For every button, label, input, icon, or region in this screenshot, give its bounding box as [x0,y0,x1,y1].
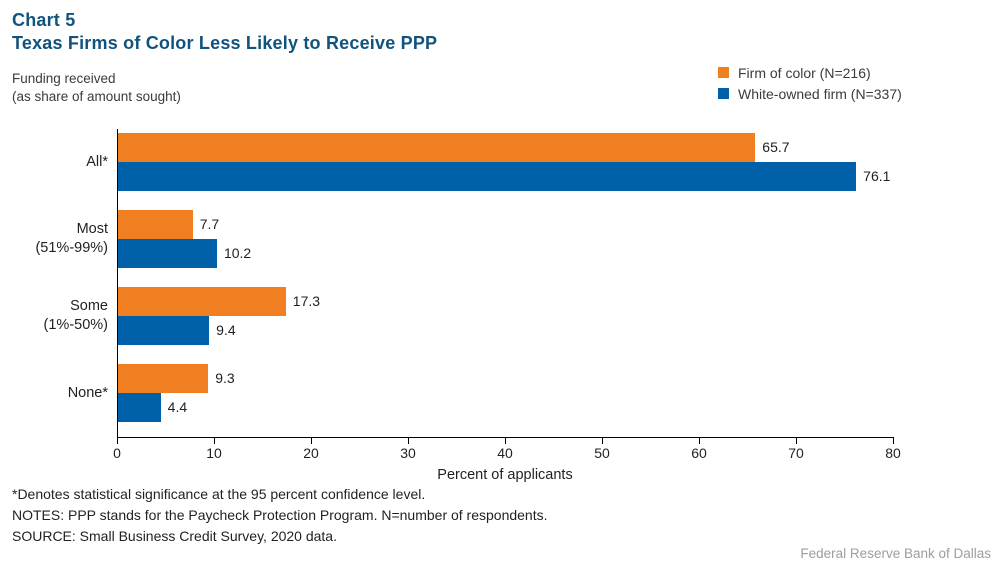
footnote-notes: NOTES: PPP stands for the Paycheck Prote… [12,507,548,523]
legend-swatch-blue-icon [718,88,729,99]
x-axis-tick-label: 80 [885,445,901,461]
x-axis-tick [796,438,797,444]
x-axis-tick-label: 20 [303,445,319,461]
x-axis-tick [893,438,894,444]
category-label-line: (1%-50%) [43,317,108,333]
bar-white-owned-firm [118,239,217,268]
bar-white-owned-firm [118,316,210,345]
category-label-line: Most [76,221,108,237]
subtitle-line-1: Funding received [12,71,116,86]
bar-value-label: 17.3 [292,293,321,309]
bar-value-label: 9.4 [216,322,236,338]
category-label: All* [86,153,108,172]
x-axis-tick [311,438,312,444]
category-label-line: All* [86,153,108,170]
bar-value-label: 76.1 [863,168,891,184]
x-axis-tick-label: 30 [400,445,416,461]
subtitle-line-2: (as share of amount sought) [12,89,181,104]
x-axis-line [117,437,894,438]
x-axis-title: Percent of applicants [437,467,573,483]
category-label: None* [68,384,108,403]
category-label-line: None* [67,384,108,401]
bar-firm-of-color [118,364,209,393]
category-label: Some (1%-50%) [44,297,108,335]
x-axis-tick-label: 50 [594,445,610,461]
chart-legend: Firm of color (N=216) White-owned firm (… [718,62,902,104]
x-axis-tick [117,438,118,444]
bar-white-owned-firm [118,393,161,422]
x-axis-tick-label: 40 [497,445,513,461]
legend-label-white-owned-firm: White-owned firm (N=337) [738,85,902,102]
x-axis-tick-label: 60 [691,445,707,461]
chart-number: Chart 5 [12,10,76,30]
category-label-line: (51%-99%) [35,240,108,256]
bar-firm-of-color [118,210,193,239]
bar-firm-of-color [118,133,756,162]
legend-item-white-owned-firm[interactable]: White-owned firm (N=337) [718,83,902,104]
x-axis-tick-label: 10 [206,445,222,461]
legend-label-firm-of-color: Firm of color (N=216) [738,64,871,81]
bar-value-label: 10.2 [223,245,252,261]
footnotes-block: *Denotes statistical significance at the… [12,484,548,547]
x-axis-tick [699,438,700,444]
x-axis-tick [214,438,215,444]
x-axis-tick-label: 0 [113,445,121,461]
x-axis-tick [408,438,409,444]
bar-value-label: 9.3 [215,370,235,386]
bar-white-owned-firm [118,162,857,191]
category-label-line: Some [70,298,108,314]
footnote-significance: *Denotes statistical significance at the… [12,486,426,502]
footnote-source: SOURCE: Small Business Credit Survey, 20… [12,528,337,544]
bar-value-label: 65.7 [762,139,790,155]
subtitle-block: Funding received (as share of amount sou… [12,70,181,106]
legend-item-firm-of-color[interactable]: Firm of color (N=216) [718,62,902,83]
x-axis-tick-label: 70 [788,445,804,461]
chart-plot-area: 0 10 20 30 40 50 60 70 80 65.7 76.1 7.7 10.2 17.3 9.4… [113,129,901,483]
chart-title: Texas Firms of Color Less Likely to Rece… [12,33,438,53]
y-axis-line [117,129,118,437]
legend-swatch-orange-icon [718,67,729,78]
category-label: Most (51%-99%) [35,220,108,258]
attribution-label: Federal Reserve Bank of Dallas [800,546,991,561]
bar-value-label: 4.4 [167,399,188,415]
x-axis-tick [602,438,603,444]
bar-firm-of-color [118,287,286,316]
bar-value-label: 7.7 [199,216,220,232]
x-axis-tick [505,438,506,444]
